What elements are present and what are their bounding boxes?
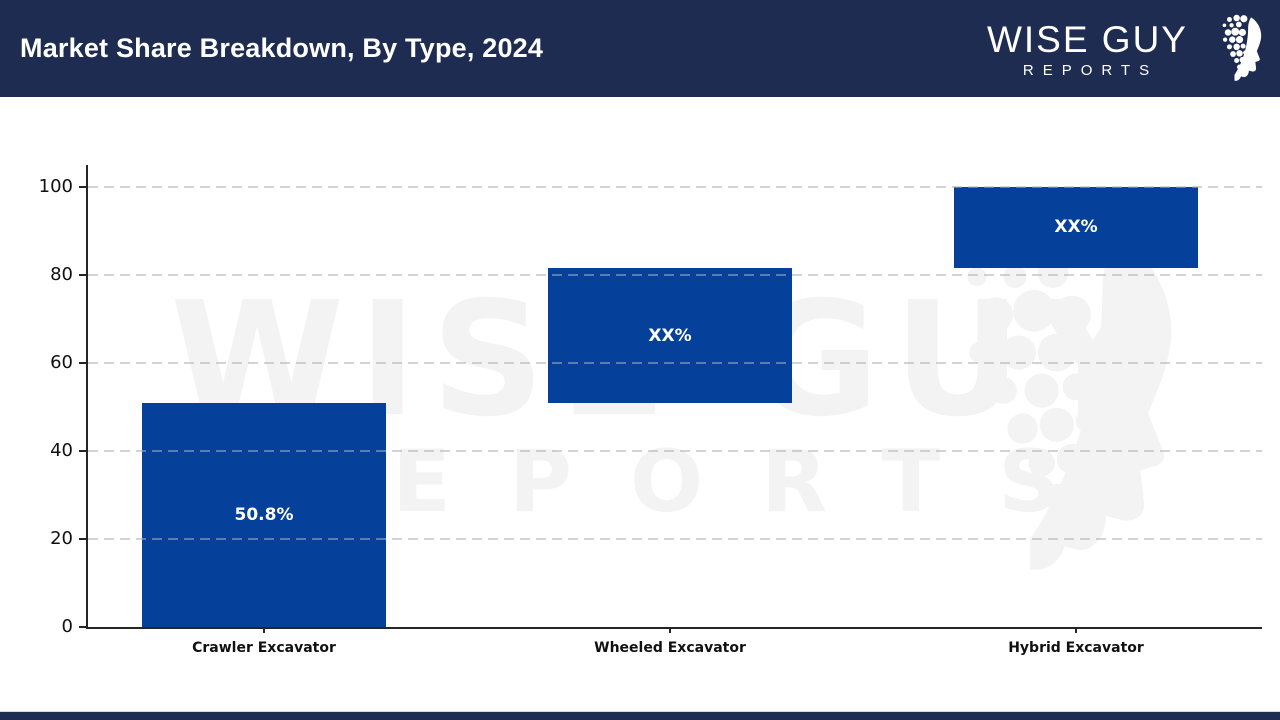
bar-crawler-excavator: 50.8% xyxy=(142,403,386,627)
x-tick-mark xyxy=(1075,627,1077,633)
logo-wordmark: WISE GUY REPORTS xyxy=(986,18,1188,79)
x-axis-category-label: Crawler Excavator xyxy=(192,640,336,656)
y-axis-tick-label: 0 xyxy=(61,616,73,637)
logo-head-icon xyxy=(1222,14,1262,81)
bar-value-label: 50.8% xyxy=(234,505,294,526)
bar-value-label: XX% xyxy=(1054,217,1098,238)
x-tick-mark xyxy=(669,627,671,633)
watermark-wordmark-line2: REPORTS xyxy=(268,432,1119,532)
page-title: Market Share Breakdown, By Type, 2024 xyxy=(20,33,544,63)
watermark-head-icon xyxy=(967,221,1172,570)
y-tick-mark xyxy=(79,538,86,540)
y-axis-tick-label: 20 xyxy=(50,528,73,549)
y-axis-line xyxy=(86,165,88,629)
gridline-y40 xyxy=(88,450,1262,452)
bar-hybrid-excavator: XX% xyxy=(954,187,1198,268)
y-axis-tick-label: 100 xyxy=(38,176,73,197)
x-tick-mark xyxy=(263,627,265,633)
gridline-y60 xyxy=(88,362,1262,364)
wise-guy-reports-logo: WISE GUY REPORTS xyxy=(987,6,1264,92)
y-axis-tick-label: 80 xyxy=(50,264,73,285)
logo-wordmark-line1: WISE GUY xyxy=(986,18,1188,60)
gridline-y100 xyxy=(88,186,1262,188)
footer-bar xyxy=(0,711,1280,720)
y-tick-mark xyxy=(79,362,86,364)
gridline-y20 xyxy=(88,538,1262,540)
x-axis-category-label: Hybrid Excavator xyxy=(1008,640,1144,656)
bar-wheeled-excavator: XX% xyxy=(548,267,792,404)
x-axis-line xyxy=(86,627,1262,629)
bar-value-label: XX% xyxy=(648,325,692,346)
y-tick-mark xyxy=(79,274,86,276)
x-axis-category-label: Wheeled Excavator xyxy=(594,640,746,656)
y-axis-tick-label: 60 xyxy=(50,352,73,373)
logo-wordmark-line2: REPORTS xyxy=(1022,61,1159,79)
y-tick-mark xyxy=(79,450,86,452)
header-bar: Market Share Breakdown, By Type, 2024 WI… xyxy=(0,0,1280,97)
y-tick-mark xyxy=(79,626,86,628)
y-tick-mark xyxy=(79,186,86,188)
waterfall-chart: 0 20 40 60 80 100 50.8% XX% XX% Crawler Excavator… xyxy=(0,97,1280,712)
gridline-y80 xyxy=(88,274,1262,276)
y-axis-tick-label: 40 xyxy=(50,440,73,461)
